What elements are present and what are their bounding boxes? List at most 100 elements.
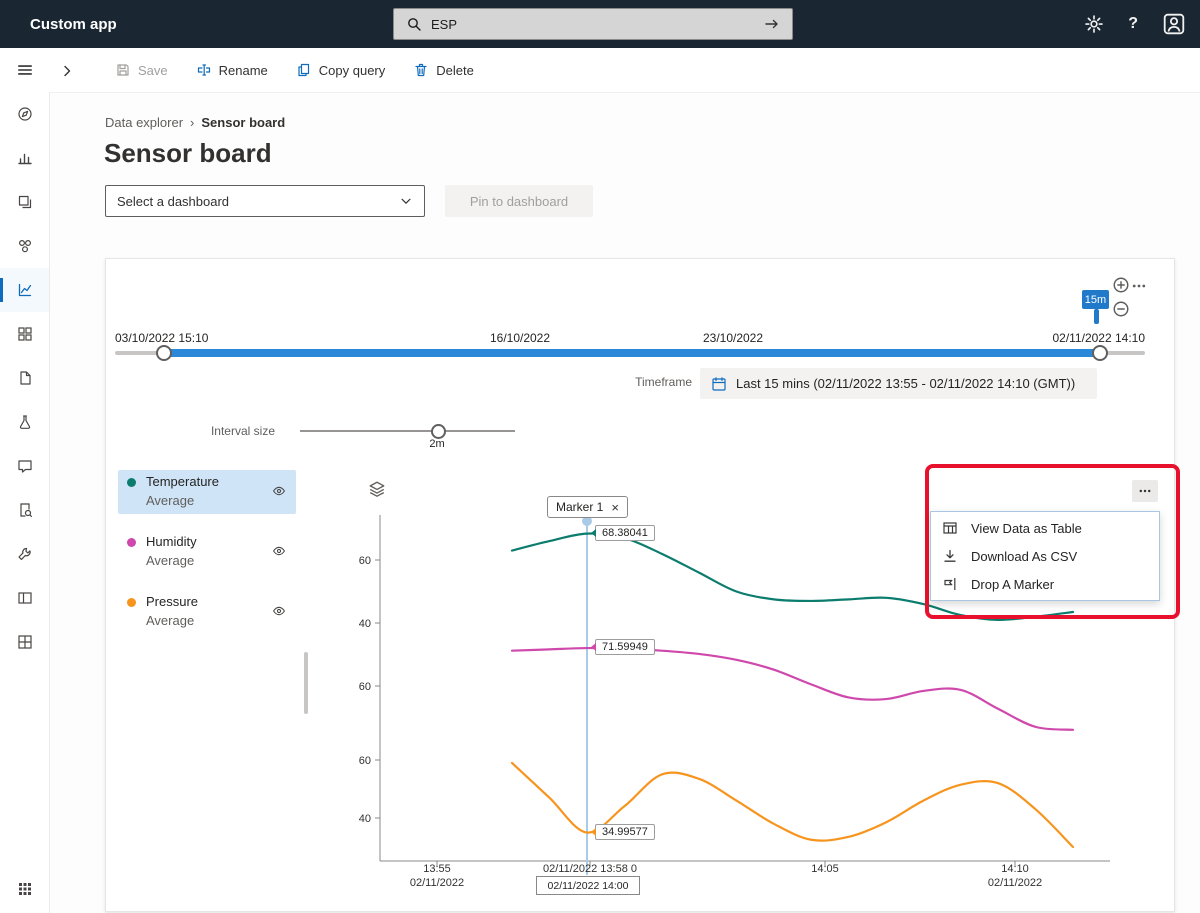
- chart-layers-icon[interactable]: [368, 480, 386, 498]
- zoom-badge-stem: [1094, 309, 1099, 324]
- gridgear-icon: [17, 634, 33, 650]
- delete-trash-icon: [413, 62, 429, 78]
- topbar: Custom app ESP ?: [0, 0, 1200, 48]
- calendar-icon: [711, 376, 727, 392]
- rename-label: Rename: [218, 62, 268, 78]
- search-submit-arrow-icon[interactable]: [764, 16, 780, 32]
- delete-label: Delete: [436, 62, 474, 78]
- timeframe-label: Timeframe: [635, 375, 692, 389]
- dashboard-select-value: Select a dashboard: [117, 193, 230, 209]
- time-slider-selected-range[interactable]: [163, 349, 1100, 357]
- menu-item-download-as-csv[interactable]: Download As CSV: [931, 542, 1159, 570]
- global-search-box[interactable]: ESP: [393, 8, 793, 40]
- rename-button[interactable]: Rename: [196, 62, 268, 78]
- interval-size-value: 2m: [429, 438, 445, 450]
- sidebar-item-apps[interactable]: [0, 867, 49, 911]
- breadcrumb: Data explorer › Sensor board: [105, 115, 285, 130]
- settings-gear-icon[interactable]: [1084, 14, 1104, 34]
- sidebar-item-grid[interactable]: [0, 312, 49, 356]
- copy-query-label: Copy query: [318, 62, 386, 78]
- hamburger-menu-icon[interactable]: [16, 61, 34, 79]
- marker-close-icon[interactable]: ×: [611, 499, 619, 515]
- dashboard-select[interactable]: Select a dashboard: [105, 185, 425, 217]
- sidebar-item-bars[interactable]: [0, 136, 49, 180]
- marker-time-tooltip: 02/11/2022 14:00: [536, 876, 640, 895]
- menu-item-view-data-as-table[interactable]: View Data as Table: [931, 514, 1159, 542]
- wrench-icon: [17, 546, 33, 562]
- pin-to-dashboard-button[interactable]: Pin to dashboard: [445, 185, 593, 217]
- save-icon: [115, 62, 131, 78]
- linechart-icon: [17, 282, 33, 298]
- slider-more-options-icon[interactable]: [1131, 278, 1147, 294]
- chat-icon: [17, 458, 33, 474]
- time-slider-right-handle[interactable]: [1092, 345, 1108, 361]
- chart-more-options-button[interactable]: [1132, 480, 1158, 502]
- series-name: Pressure: [146, 594, 199, 610]
- series-legend: Temperature Average Humidity Average Pressur…: [118, 470, 296, 634]
- command-bar: [0, 48, 1200, 93]
- timeline-end-label: 02/11/2022 14:10: [1052, 331, 1145, 345]
- search-icon: [406, 16, 422, 32]
- more-options-dots-icon: [1138, 483, 1152, 499]
- interval-slider-track[interactable]: [300, 430, 515, 432]
- chart-context-menu: View Data as Table Download As CSV Drop A …: [930, 511, 1160, 601]
- marker-value-chip: 68.38041: [591, 524, 655, 541]
- app-title: Custom app: [30, 15, 117, 33]
- sidebar-item-gridgear[interactable]: [0, 620, 49, 664]
- timeline-tick-label: 16/10/2022: [489, 331, 551, 345]
- copy-query-button[interactable]: Copy query: [296, 62, 385, 78]
- sidebar-item-docsearch[interactable]: [0, 488, 49, 532]
- copy-icon: [296, 62, 312, 78]
- series-name: Temperature: [146, 474, 219, 490]
- timeline-tick-label: 23/10/2022: [702, 331, 764, 345]
- expand-sidebar-chevron-icon[interactable]: [59, 63, 75, 79]
- sidebar-item-wrench[interactable]: [0, 532, 49, 576]
- help-icon[interactable]: ?: [1128, 15, 1138, 32]
- legend-scrollbar[interactable]: [304, 652, 308, 714]
- legend-item-humidity[interactable]: Humidity Average: [118, 530, 296, 574]
- chevron-down-icon: [399, 194, 413, 208]
- download-icon: [942, 548, 958, 564]
- sidebar-item-layout[interactable]: [0, 576, 49, 620]
- series-color-dot: [127, 538, 136, 547]
- delete-button[interactable]: Delete: [413, 62, 474, 78]
- timeline-start-label: 03/10/2022 15:10: [115, 331, 209, 345]
- zoom-in-icon[interactable]: [1112, 276, 1130, 294]
- sidebar-item-stack[interactable]: [0, 180, 49, 224]
- series-aggregation: Average: [146, 613, 195, 628]
- menu-item-drop-a-marker[interactable]: Drop A Marker: [931, 570, 1159, 598]
- save-label: Save: [138, 62, 168, 78]
- timeframe-button[interactable]: Last 15 mins (02/11/2022 13:55 - 02/11/2…: [700, 368, 1097, 399]
- sidebar-item-linechart[interactable]: [0, 268, 49, 312]
- sidebar-item-group[interactable]: [0, 224, 49, 268]
- eye-visibility-icon[interactable]: [272, 544, 286, 558]
- legend-item-pressure[interactable]: Pressure Average: [118, 590, 296, 634]
- menu-item-label: Drop A Marker: [971, 576, 1055, 592]
- sidebar-item-file[interactable]: [0, 356, 49, 400]
- eye-visibility-icon[interactable]: [272, 484, 286, 498]
- time-slider-left-handle[interactable]: [156, 345, 172, 361]
- marker-icon: [942, 576, 958, 592]
- sidebar-item-beaker[interactable]: [0, 400, 49, 444]
- command-buttons: Save Rename Copy query Delete: [115, 48, 502, 92]
- save-button[interactable]: Save: [115, 62, 168, 78]
- series-color-dot: [127, 598, 136, 607]
- eye-visibility-icon[interactable]: [272, 604, 286, 618]
- interval-slider-handle[interactable]: [431, 424, 446, 439]
- compass-icon: [17, 106, 33, 122]
- apps-grid-icon: [17, 881, 33, 897]
- zoom-out-icon[interactable]: [1112, 300, 1130, 318]
- rename-icon: [196, 62, 212, 78]
- layout-icon: [17, 590, 33, 606]
- sidebar-item-chat[interactable]: [0, 444, 49, 488]
- grid-icon: [17, 326, 33, 342]
- account-person-icon[interactable]: [1162, 12, 1186, 36]
- group-icon: [17, 238, 33, 254]
- table-icon: [942, 520, 958, 536]
- legend-item-temperature[interactable]: Temperature Average: [118, 470, 296, 514]
- sidebar-item-compass[interactable]: [0, 92, 49, 136]
- breadcrumb-parent[interactable]: Data explorer: [105, 115, 184, 130]
- bars-icon: [17, 150, 33, 166]
- marker-chip[interactable]: Marker 1 ×: [547, 496, 628, 518]
- search-input[interactable]: ESP: [431, 16, 458, 32]
